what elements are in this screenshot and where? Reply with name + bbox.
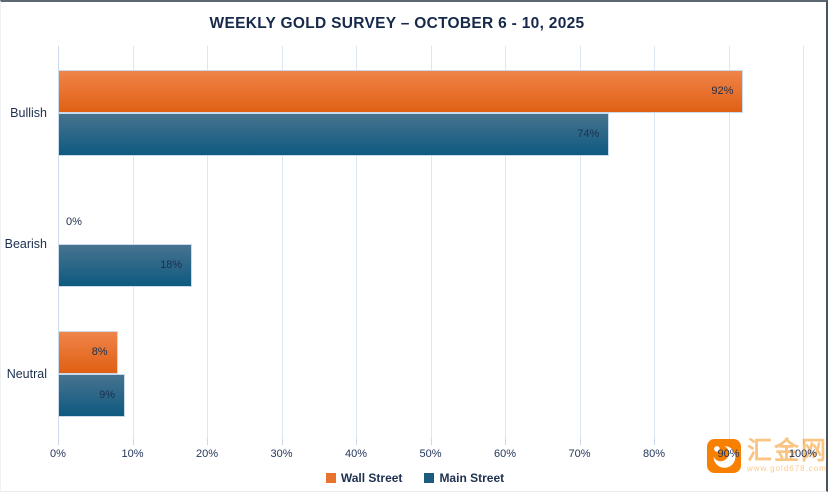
data-label: 8% [91,346,108,358]
x-tick-label: 100% [788,448,818,460]
gridline [728,46,730,439]
bar-main-street-neutral [58,374,126,417]
chart-legend: Wall Street Main Street [1,471,826,485]
category-label-bearish: Bearish [4,236,47,251]
legend-item-wall-street: Wall Street [325,471,403,485]
x-tick-label: 10% [121,448,144,460]
category-label-neutral: Neutral [6,367,47,381]
x-tick-label: 30% [270,448,293,460]
data-label: 74% [577,128,600,140]
gridline [356,46,357,439]
x-tick-label: 40% [344,448,368,460]
gridline [579,46,581,439]
x-tick-label: 80% [642,448,666,460]
x-tick-mark [281,439,283,445]
x-tick-mark [207,439,208,445]
legend-item-main-street: Main Street [424,471,504,485]
plot-area: 92% 74% 0% 18% 8% 9% [58,46,804,445]
gridline [654,46,655,439]
gridline [505,46,506,439]
data-label: 18% [160,258,183,271]
gridline [430,46,432,439]
x-tick-mark [579,439,581,445]
category-label-bullish: Bullish [10,106,47,120]
gridline [803,46,804,439]
x-tick-mark [132,439,134,445]
gridline [207,46,208,439]
x-tick-label: 90% [717,448,740,460]
legend-swatch [325,473,336,483]
gridline [281,46,283,439]
x-tick-label: 70% [568,448,591,460]
bar-wall-street-bullish [58,70,744,113]
x-tick-label: 60% [493,448,517,460]
gridline [132,46,134,439]
x-tick-label: 0% [50,448,66,460]
x-tick-mark [58,439,59,445]
legend-label: Wall Street [340,471,403,485]
x-tick-mark [654,439,655,445]
legend-label: Main Street [439,471,505,485]
x-tick-mark [728,439,730,445]
data-label: 0% [66,215,82,228]
x-tick-label: 50% [419,448,442,460]
legend-swatch [424,473,435,483]
bar-wall-street-neutral [58,331,118,374]
data-label: 9% [99,389,116,401]
y-axis-line [58,46,59,439]
data-label: 92% [711,85,734,97]
x-tick-mark [803,439,804,445]
bar-main-street-bearish [58,243,193,287]
x-tick-label: 20% [195,448,219,460]
x-tick-mark [505,439,506,445]
x-tick-mark [356,439,357,445]
chart-title: WEEKLY GOLD SURVEY – OCTOBER 6 - 10, 202… [209,15,585,32]
bar-main-street-bullish [58,113,610,156]
x-tick-mark [430,439,432,445]
